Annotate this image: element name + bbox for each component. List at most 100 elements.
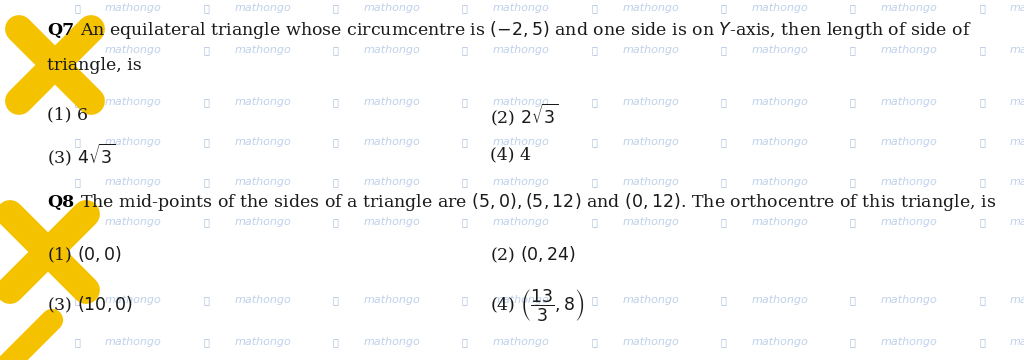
Text: Ⓜ: Ⓜ	[721, 3, 726, 13]
Text: Ⓜ: Ⓜ	[204, 97, 209, 107]
Text: Ⓜ: Ⓜ	[979, 217, 985, 227]
Text: mathongo: mathongo	[364, 295, 420, 305]
Text: mathongo: mathongo	[752, 137, 808, 147]
Text: Ⓜ: Ⓜ	[74, 337, 80, 347]
Text: mathongo: mathongo	[881, 295, 937, 305]
Text: The mid-points of the sides of a triangle are $(5, 0), (5, 12)$ and $(0, 12)$. T: The mid-points of the sides of a triangl…	[80, 191, 996, 213]
Text: mathongo: mathongo	[234, 3, 291, 13]
Text: Ⓜ: Ⓜ	[721, 45, 726, 55]
Text: mathongo: mathongo	[623, 45, 679, 55]
Text: mathongo: mathongo	[623, 97, 679, 107]
Text: mathongo: mathongo	[1010, 137, 1024, 147]
Text: Ⓜ: Ⓜ	[333, 177, 339, 187]
Text: triangle, is: triangle, is	[47, 57, 141, 73]
Text: mathongo: mathongo	[105, 217, 162, 227]
Text: Ⓜ: Ⓜ	[333, 337, 339, 347]
Text: Ⓜ: Ⓜ	[850, 337, 856, 347]
Text: mathongo: mathongo	[234, 137, 291, 147]
Text: mathongo: mathongo	[752, 45, 808, 55]
Text: Ⓜ: Ⓜ	[333, 45, 339, 55]
Text: Ⓜ: Ⓜ	[979, 295, 985, 305]
Text: mathongo: mathongo	[493, 137, 550, 147]
Text: Ⓜ: Ⓜ	[204, 217, 209, 227]
Text: mathongo: mathongo	[752, 177, 808, 187]
Text: Ⓜ: Ⓜ	[721, 295, 726, 305]
Text: (2) $2\sqrt{3}$: (2) $2\sqrt{3}$	[490, 102, 559, 128]
Text: Ⓜ: Ⓜ	[850, 137, 856, 147]
Text: mathongo: mathongo	[364, 177, 420, 187]
Text: Ⓜ: Ⓜ	[333, 97, 339, 107]
Text: Ⓜ: Ⓜ	[591, 177, 597, 187]
Text: mathongo: mathongo	[234, 295, 291, 305]
Text: mathongo: mathongo	[234, 217, 291, 227]
Text: mathongo: mathongo	[881, 97, 937, 107]
Text: mathongo: mathongo	[623, 217, 679, 227]
Text: mathongo: mathongo	[105, 45, 162, 55]
Text: (2) $(0, 24)$: (2) $(0, 24)$	[490, 245, 577, 265]
Text: mathongo: mathongo	[1010, 45, 1024, 55]
Text: mathongo: mathongo	[1010, 295, 1024, 305]
Text: Ⓜ: Ⓜ	[591, 217, 597, 227]
Text: Ⓜ: Ⓜ	[979, 137, 985, 147]
Text: Ⓜ: Ⓜ	[721, 217, 726, 227]
Text: Ⓜ: Ⓜ	[979, 3, 985, 13]
Text: mathongo: mathongo	[493, 295, 550, 305]
Text: Ⓜ: Ⓜ	[462, 45, 468, 55]
Text: Ⓜ: Ⓜ	[721, 97, 726, 107]
Text: mathongo: mathongo	[752, 97, 808, 107]
Text: Ⓜ: Ⓜ	[204, 177, 209, 187]
Text: mathongo: mathongo	[752, 217, 808, 227]
Text: mathongo: mathongo	[881, 3, 937, 13]
Text: Ⓜ: Ⓜ	[591, 45, 597, 55]
Text: Ⓜ: Ⓜ	[462, 217, 468, 227]
Text: (3) $(10, 0)$: (3) $(10, 0)$	[47, 295, 133, 315]
Text: Ⓜ: Ⓜ	[333, 217, 339, 227]
Text: mathongo: mathongo	[493, 45, 550, 55]
Text: Q8: Q8	[47, 194, 74, 211]
Text: mathongo: mathongo	[364, 137, 420, 147]
Text: mathongo: mathongo	[881, 45, 937, 55]
Text: mathongo: mathongo	[881, 177, 937, 187]
Text: mathongo: mathongo	[1010, 97, 1024, 107]
Text: Ⓜ: Ⓜ	[591, 137, 597, 147]
Text: Ⓜ: Ⓜ	[850, 45, 856, 55]
Text: Ⓜ: Ⓜ	[74, 295, 80, 305]
Text: mathongo: mathongo	[1010, 3, 1024, 13]
Text: Ⓜ: Ⓜ	[721, 177, 726, 187]
Text: Ⓜ: Ⓜ	[74, 177, 80, 187]
Text: mathongo: mathongo	[234, 97, 291, 107]
Text: mathongo: mathongo	[623, 337, 679, 347]
Text: Ⓜ: Ⓜ	[850, 177, 856, 187]
Text: Ⓜ: Ⓜ	[591, 337, 597, 347]
Text: mathongo: mathongo	[364, 45, 420, 55]
Text: Ⓜ: Ⓜ	[204, 45, 209, 55]
Text: mathongo: mathongo	[1010, 337, 1024, 347]
Text: Ⓜ: Ⓜ	[462, 97, 468, 107]
Text: Ⓜ: Ⓜ	[204, 3, 209, 13]
Text: mathongo: mathongo	[493, 177, 550, 187]
Text: Ⓜ: Ⓜ	[979, 45, 985, 55]
Text: Ⓜ: Ⓜ	[333, 295, 339, 305]
Text: Ⓜ: Ⓜ	[462, 3, 468, 13]
Text: Ⓜ: Ⓜ	[204, 337, 209, 347]
Text: mathongo: mathongo	[364, 97, 420, 107]
Text: mathongo: mathongo	[1010, 177, 1024, 187]
Text: Ⓜ: Ⓜ	[850, 3, 856, 13]
Text: Ⓜ: Ⓜ	[333, 3, 339, 13]
Text: Ⓜ: Ⓜ	[591, 295, 597, 305]
Text: mathongo: mathongo	[234, 337, 291, 347]
Text: Ⓜ: Ⓜ	[979, 337, 985, 347]
Text: Ⓜ: Ⓜ	[850, 295, 856, 305]
Text: mathongo: mathongo	[493, 217, 550, 227]
Text: (1) 6: (1) 6	[47, 107, 88, 123]
Text: mathongo: mathongo	[623, 295, 679, 305]
Text: mathongo: mathongo	[105, 177, 162, 187]
Text: Ⓜ: Ⓜ	[74, 45, 80, 55]
Text: mathongo: mathongo	[493, 3, 550, 13]
Text: Ⓜ: Ⓜ	[850, 97, 856, 107]
Text: Ⓜ: Ⓜ	[204, 137, 209, 147]
Text: Q7: Q7	[47, 22, 75, 39]
Text: mathongo: mathongo	[623, 177, 679, 187]
Text: mathongo: mathongo	[752, 3, 808, 13]
Text: Ⓜ: Ⓜ	[462, 177, 468, 187]
